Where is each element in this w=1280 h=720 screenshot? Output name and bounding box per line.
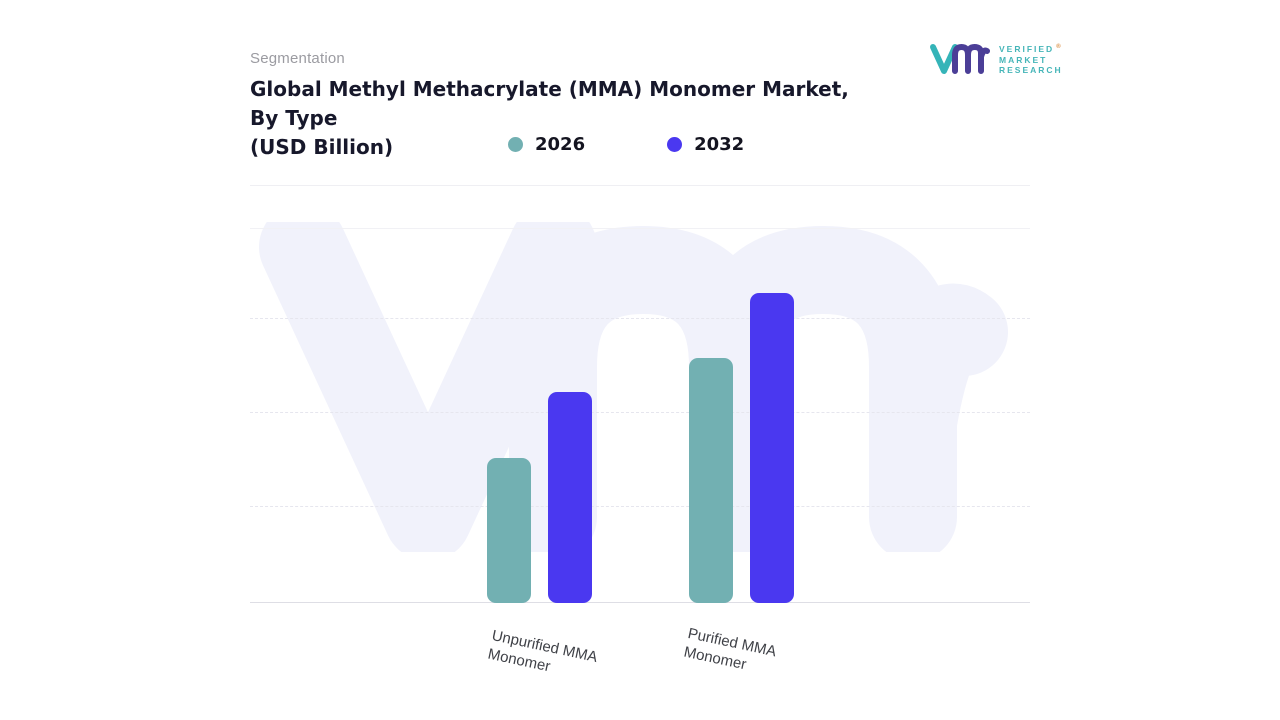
x-axis-label-unpurified: Unpurified MMA Monomer (486, 626, 599, 676)
legend: 2026 2032 (508, 134, 744, 155)
plot-area (250, 228, 1030, 603)
legend-swatch-2032 (667, 137, 683, 152)
chart-title: Global Methyl Methacrylate (MMA) Monomer… (250, 75, 890, 162)
title-separator-line (250, 185, 1030, 186)
legend-label-2026: 2026 (535, 134, 586, 155)
brand-wordmark: VERIFIED ® MARKET RESEARCH (999, 42, 1063, 75)
eyebrow-label: Segmentation (250, 50, 345, 67)
chart-title-line-2: By Type (250, 106, 338, 130)
brand-line-market: MARKET (999, 54, 1048, 65)
x-axis-label-purified: Purified MMA Monomer (682, 624, 778, 674)
legend-item-2026: 2026 (508, 134, 585, 155)
bar-2026-unpurified-mma-monomer (487, 457, 531, 603)
chart-title-line-3: (USD Billion) (250, 135, 394, 159)
bar-group-purified-mma-monomer (689, 228, 794, 603)
registered-mark: ® (1056, 44, 1063, 51)
brand-line-verified: VERIFIED ® (999, 44, 1063, 55)
bar-group-unpurified-mma-monomer (487, 228, 592, 603)
brand-line-research: RESEARCH (999, 65, 1063, 76)
x-axis-baseline (250, 602, 1030, 603)
bar-groups (250, 228, 1030, 603)
chart-title-line-1: Global Methyl Methacrylate (MMA) Monomer… (250, 77, 849, 101)
legend-label-2032: 2032 (694, 134, 745, 155)
legend-item-2032: 2032 (667, 134, 744, 155)
bar-2032-purified-mma-monomer (750, 292, 794, 603)
brand-logo: VERIFIED ® MARKET RESEARCH (928, 38, 1063, 80)
bar-2026-purified-mma-monomer (689, 358, 733, 603)
bar-2032-unpurified-mma-monomer (548, 391, 592, 603)
vmr-monogram-icon (930, 44, 990, 74)
legend-swatch-2026 (508, 137, 523, 152)
